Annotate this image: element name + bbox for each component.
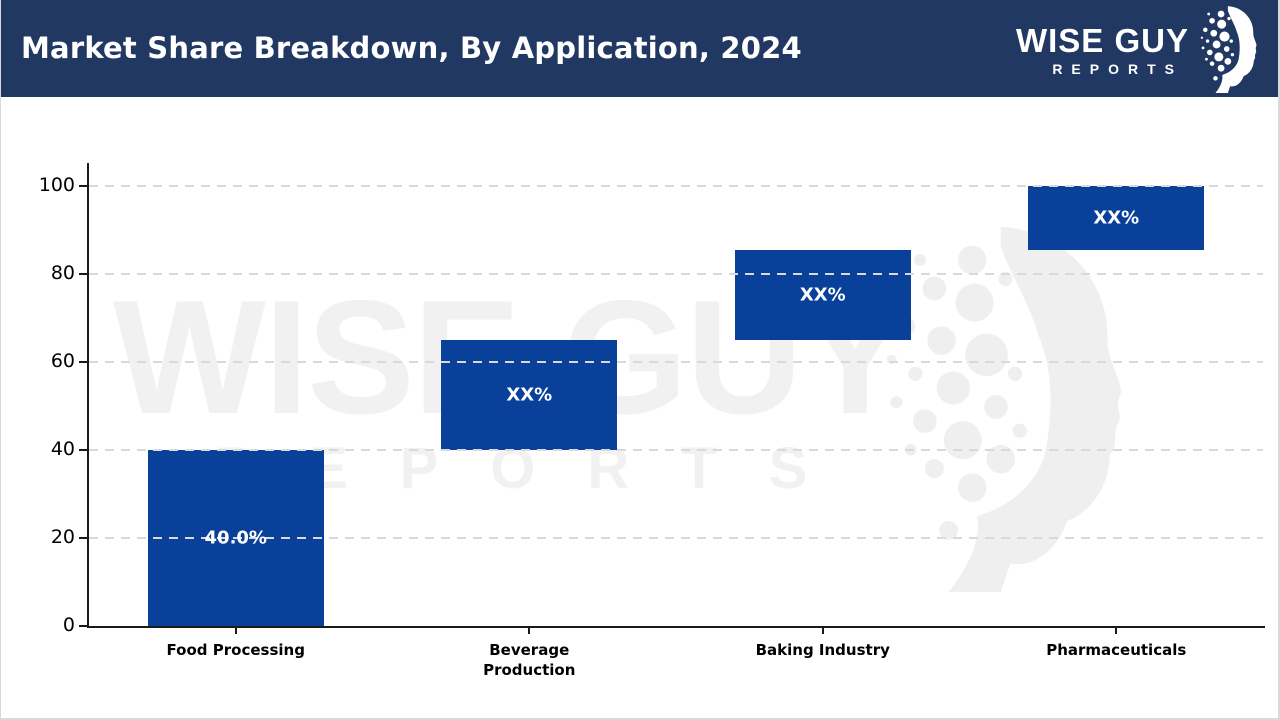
gridline [89,273,1263,275]
x-tick [821,627,824,634]
x-category-label-food-processing: Food Processing [166,641,305,659]
y-tick-label: 60 [50,350,75,372]
y-tick [79,537,87,539]
bar-beverage-production [441,340,618,450]
page-title: Market Share Breakdown, By Application, … [21,31,802,65]
y-tick-label: 100 [38,174,75,196]
y-tick-label: 80 [50,262,75,284]
x-tick [234,627,237,634]
bar-pharmaceuticals [1028,186,1205,250]
gridline [89,449,1263,451]
bar-value-label: XX% [1093,207,1140,229]
y-tick [79,361,87,363]
logo-wiseguy-text: WISE GUY [1015,22,1189,59]
header-bar: Market Share Breakdown, By Application, … [1,0,1278,97]
gridline [89,185,1263,187]
bar-value-label: 40.0% [204,527,267,549]
y-tick-label: 0 [62,614,75,636]
x-category-label-pharmaceuticals: Pharmaceuticals [1046,641,1187,659]
wise-guy-reports-logo: WISE GUY REPORTS [1015,0,1269,97]
gridline [89,537,1263,539]
bar-baking-industry [734,249,911,340]
y-tick [79,449,87,451]
y-tick [79,625,87,627]
y-axis-line [87,163,89,628]
gridline [89,361,1263,363]
x-category-label-baking-industry: Baking Industry [755,641,890,659]
logo-head-icon [1195,5,1263,93]
bar-value-label: XX% [506,384,553,406]
bar-value-label: XX% [799,284,846,306]
y-tick-label: 20 [50,526,75,548]
y-tick-label: 40 [50,438,75,460]
y-tick [79,185,87,187]
x-tick [1115,627,1118,634]
y-tick [79,273,87,275]
x-axis-line [87,626,1265,628]
x-tick [528,627,531,634]
x-category-label-beverage-production: Beverage Production [483,641,576,680]
logo-reports-text: REPORTS [1052,61,1183,77]
